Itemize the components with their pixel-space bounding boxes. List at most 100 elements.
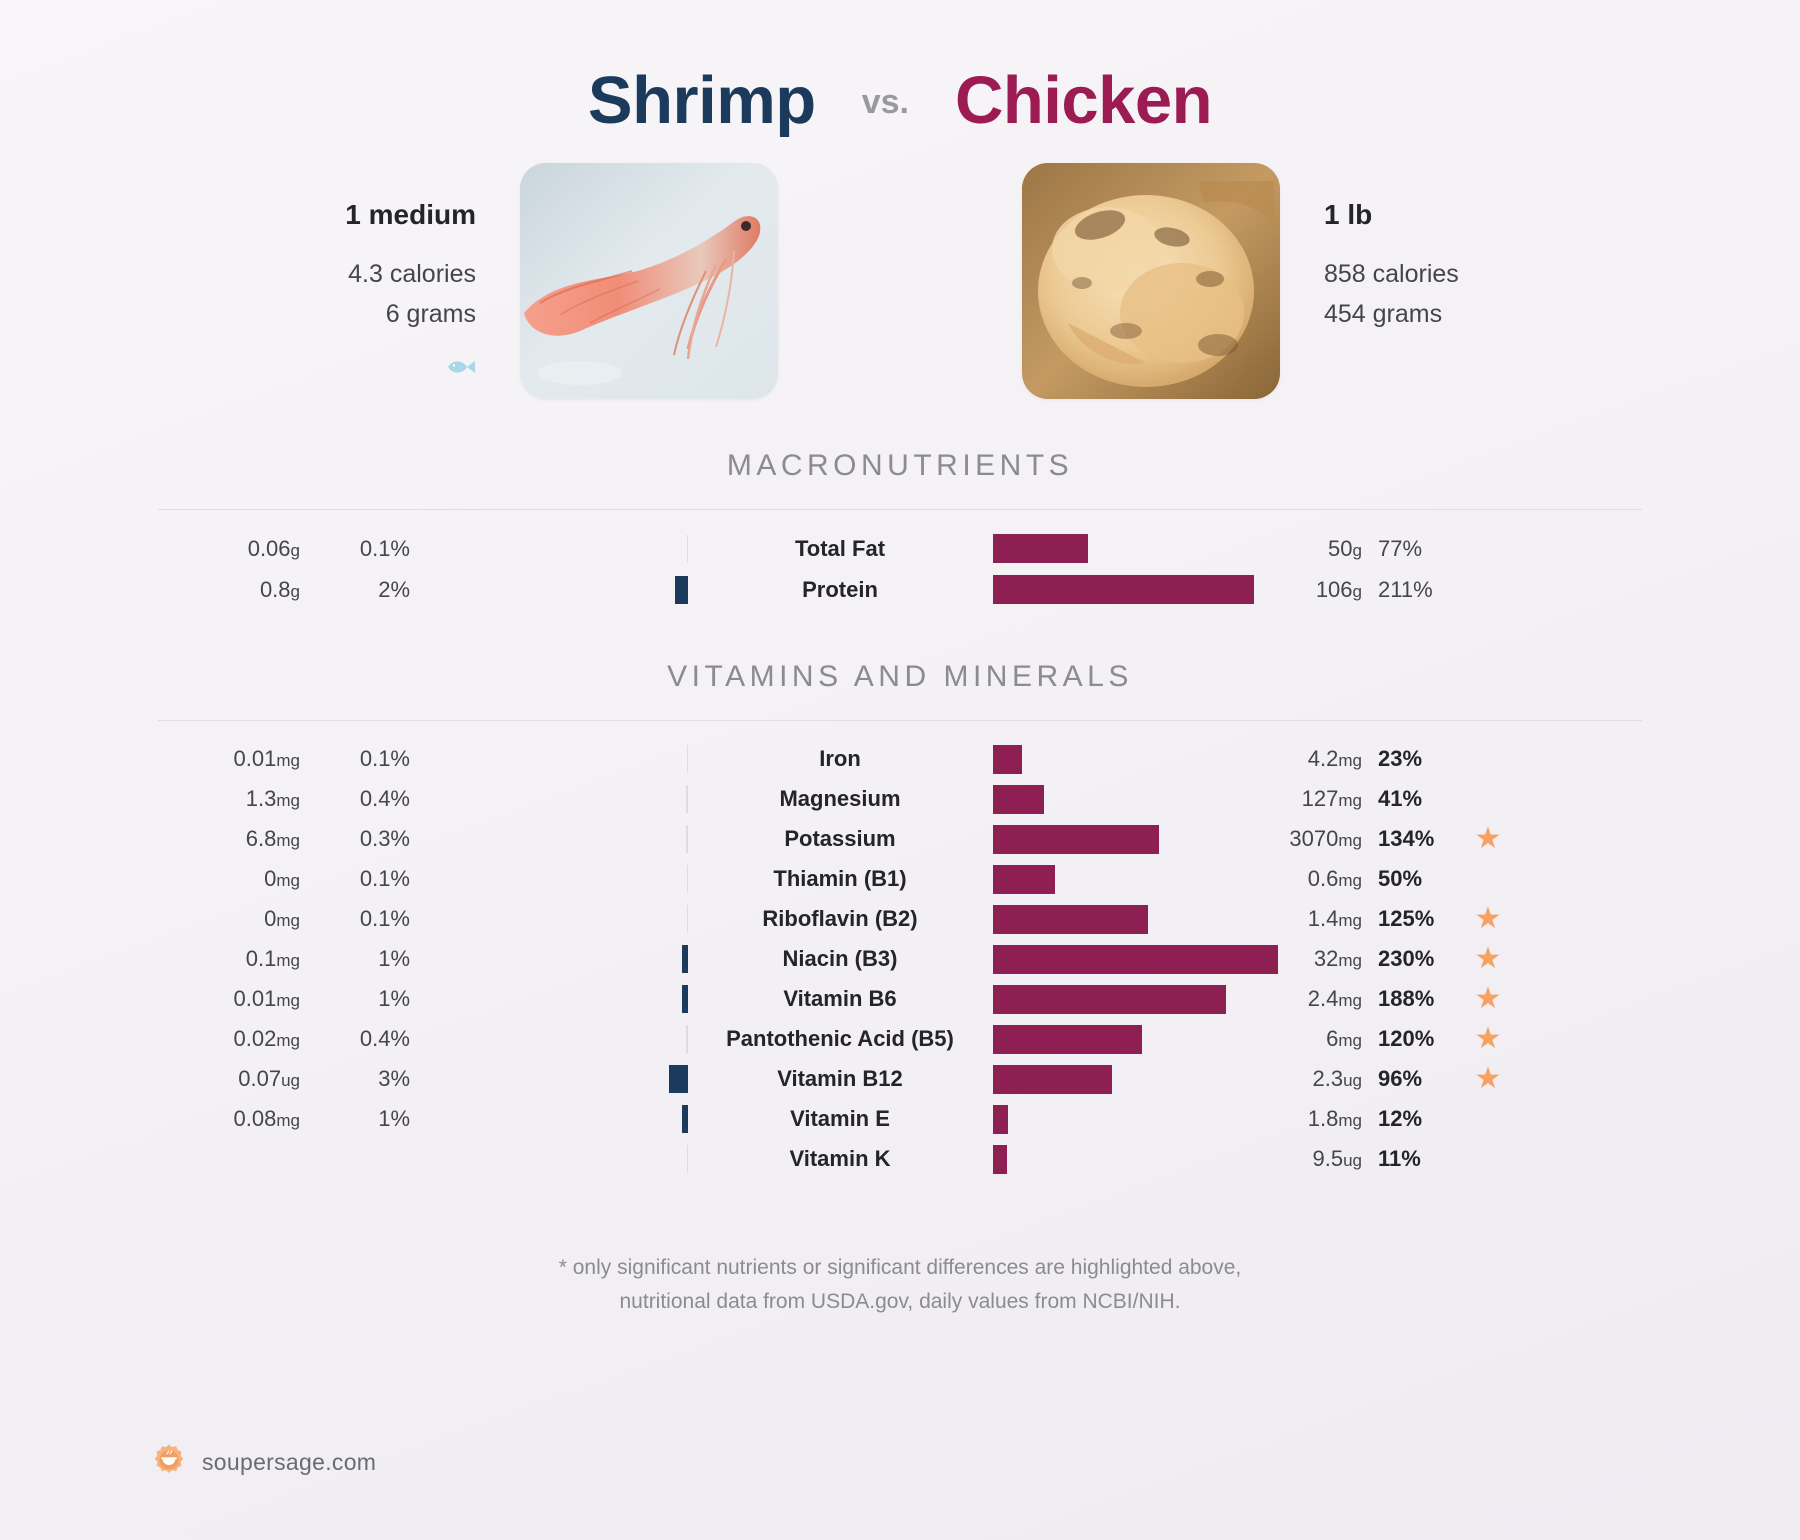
right-nutrient-bar: [993, 1024, 1142, 1054]
left-nutrient-value: 0mg: [264, 906, 300, 931]
nutrient-row: 0.07ug 3% Vitamin B12 2.3ug 96% ★: [0, 1059, 1800, 1099]
left-nutrient-bar: [686, 865, 688, 893]
right-nutrient-bar: [993, 784, 1044, 814]
left-food-photo: [520, 163, 778, 399]
nutrient-label: Vitamin E: [790, 1106, 890, 1131]
macronutrient-rows: 0.06g 0.1% Total Fat 50g 77% 0.8g 2% Protein 106…: [0, 528, 1800, 610]
right-nutrient-value: 32mg: [1313, 946, 1362, 971]
nutrient-row: 0.01mg 0.1% Iron 4.2mg 23%: [0, 739, 1800, 779]
nutrient-label: Iron: [819, 746, 861, 771]
nutrient-label: Potassium: [784, 826, 896, 851]
left-food-card: 1 medium 4.3 calories 6 grams: [246, 163, 778, 399]
fish-icon: [246, 348, 476, 388]
right-nutrient-percent: 211%: [1378, 576, 1433, 602]
right-nutrient-percent: 125%: [1378, 906, 1435, 931]
food-cards: 1 medium 4.3 calories 6 grams: [0, 163, 1800, 399]
left-nutrient-value: 0.8g: [259, 576, 300, 602]
nutrient-label: Protein: [802, 576, 878, 602]
right-nutrient-bar-track: [980, 1144, 1280, 1174]
right-nutrient-bar: [993, 944, 1278, 974]
right-nutrient-bar-track: [980, 984, 1280, 1014]
left-nutrient-value: 0.07ug: [238, 1066, 300, 1091]
right-nutrient-percent: 50%: [1378, 866, 1423, 891]
left-food-calories: 4.3 calories: [348, 259, 476, 288]
left-nutrient-bar-track: [410, 905, 700, 933]
left-nutrient-bar-track: [410, 534, 700, 563]
nutrient-row: 0.01mg 1% Vitamin B6 2.4mg 188% ★: [0, 979, 1800, 1019]
left-nutrient-bar-track: [410, 865, 700, 893]
right-nutrient-percent: 41%: [1378, 786, 1423, 811]
nutrient-label: Pantothenic Acid (B5): [726, 1026, 954, 1051]
right-nutrient-value: 1.4mg: [1307, 906, 1362, 931]
section-divider-vitamins: [158, 720, 1642, 721]
left-nutrient-bar-track: [410, 945, 700, 973]
right-food-serving: 1 lb: [1324, 199, 1373, 230]
left-nutrient-bar-track: [410, 1105, 700, 1133]
left-nutrient-percent: 1%: [378, 946, 410, 971]
right-nutrient-percent: 12%: [1378, 1106, 1423, 1131]
right-nutrient-value: 50g: [1328, 535, 1362, 561]
left-nutrient-value: 1.3mg: [245, 786, 300, 811]
left-nutrient-bar-track: [410, 785, 700, 813]
nutrient-row: 0.08mg 1% Vitamin E 1.8mg 12%: [0, 1099, 1800, 1139]
left-nutrient-bar-track: [410, 1025, 700, 1053]
left-nutrient-bar: [681, 945, 688, 973]
right-nutrient-value: 9.5ug: [1312, 1146, 1362, 1171]
section-heading-macronutrients: MACRONUTRIENTS: [726, 449, 1074, 482]
right-nutrient-bar: [993, 575, 1255, 604]
left-nutrient-value: 0.01mg: [233, 986, 300, 1011]
left-nutrient-bar-track: [410, 825, 700, 853]
left-food-title: Shrimp: [587, 63, 816, 138]
left-nutrient-percent: 0.1%: [359, 866, 410, 891]
brand-footer[interactable]: soupersage.com: [152, 1443, 376, 1482]
left-nutrient-percent: 0.4%: [359, 786, 410, 811]
left-nutrient-percent: 1%: [378, 986, 410, 1011]
right-nutrient-bar-track: [980, 575, 1280, 604]
left-nutrient-bar-track: [410, 985, 700, 1013]
right-nutrient-bar-track: [980, 944, 1280, 974]
right-nutrient-percent: 11%: [1378, 1146, 1421, 1171]
right-food-title: Chicken: [954, 63, 1213, 138]
nutrient-label: Vitamin B12: [777, 1066, 903, 1091]
right-nutrient-bar: [993, 534, 1089, 563]
nutrient-row: 1.3mg 0.4% Magnesium 127mg 41%: [0, 779, 1800, 819]
right-nutrient-bar-track: [980, 784, 1280, 814]
highlight-star-icon: ★: [1474, 902, 1502, 935]
left-nutrient-value: 0.02mg: [233, 1026, 300, 1051]
right-nutrient-bar: [993, 904, 1148, 934]
right-nutrient-bar: [993, 864, 1055, 894]
left-nutrient-bar: [685, 1025, 688, 1053]
nutrient-row: 0.06g 0.1% Total Fat 50g 77%: [0, 528, 1800, 569]
footnote-line-2: nutritional data from USDA.gov, daily va…: [619, 1290, 1181, 1314]
right-nutrient-value: 0.6mg: [1307, 866, 1362, 891]
right-nutrient-bar: [993, 824, 1160, 854]
left-nutrient-bar: [685, 785, 688, 813]
right-nutrient-bar: [993, 744, 1022, 774]
nutrient-row: 0.02mg 0.4% Pantothenic Acid (B5) 6mg 120% ★: [0, 1019, 1800, 1059]
left-nutrient-bar-track: [410, 575, 700, 604]
right-nutrient-bar-track: [980, 1024, 1280, 1054]
nutrient-row: 0mg 0.1% Riboflavin (B2) 1.4mg 125% ★: [0, 899, 1800, 939]
right-nutrient-bar: [993, 1144, 1007, 1174]
right-nutrient-percent: 188%: [1378, 986, 1435, 1011]
left-nutrient-bar-track: [410, 745, 700, 773]
left-nutrient-percent: 2%: [378, 576, 410, 602]
right-food-card: 1 lb 858 calories 454 grams: [1022, 163, 1554, 399]
right-nutrient-value: 1.8mg: [1307, 1106, 1362, 1131]
nutrient-row: 6.8mg 0.3% Potassium 3070mg 134% ★: [0, 819, 1800, 859]
left-nutrient-value: 0.01mg: [233, 746, 300, 771]
nutrient-label: Niacin (B3): [782, 946, 898, 971]
right-nutrient-bar-track: [980, 904, 1280, 934]
right-nutrient-percent: 134%: [1378, 826, 1435, 851]
left-nutrient-bar: [686, 534, 688, 563]
right-nutrient-bar-track: [980, 1064, 1280, 1094]
nutrient-row: 0mg 0.1% Thiamin (B1) 0.6mg 50%: [0, 859, 1800, 899]
left-nutrient-bar-track: [410, 1145, 700, 1173]
right-food-details: 1 lb 858 calories 454 grams: [1280, 163, 1554, 334]
right-food-photo: [1022, 163, 1280, 399]
left-nutrient-bar: [686, 905, 688, 933]
right-nutrient-bar-track: [980, 534, 1280, 563]
right-nutrient-bar-track: [980, 744, 1280, 774]
vitamin-mineral-rows: 0.01mg 0.1% Iron 4.2mg 23% 1.3mg 0.4% Magnesium…: [0, 739, 1800, 1179]
left-nutrient-value: 6.8mg: [245, 826, 300, 851]
